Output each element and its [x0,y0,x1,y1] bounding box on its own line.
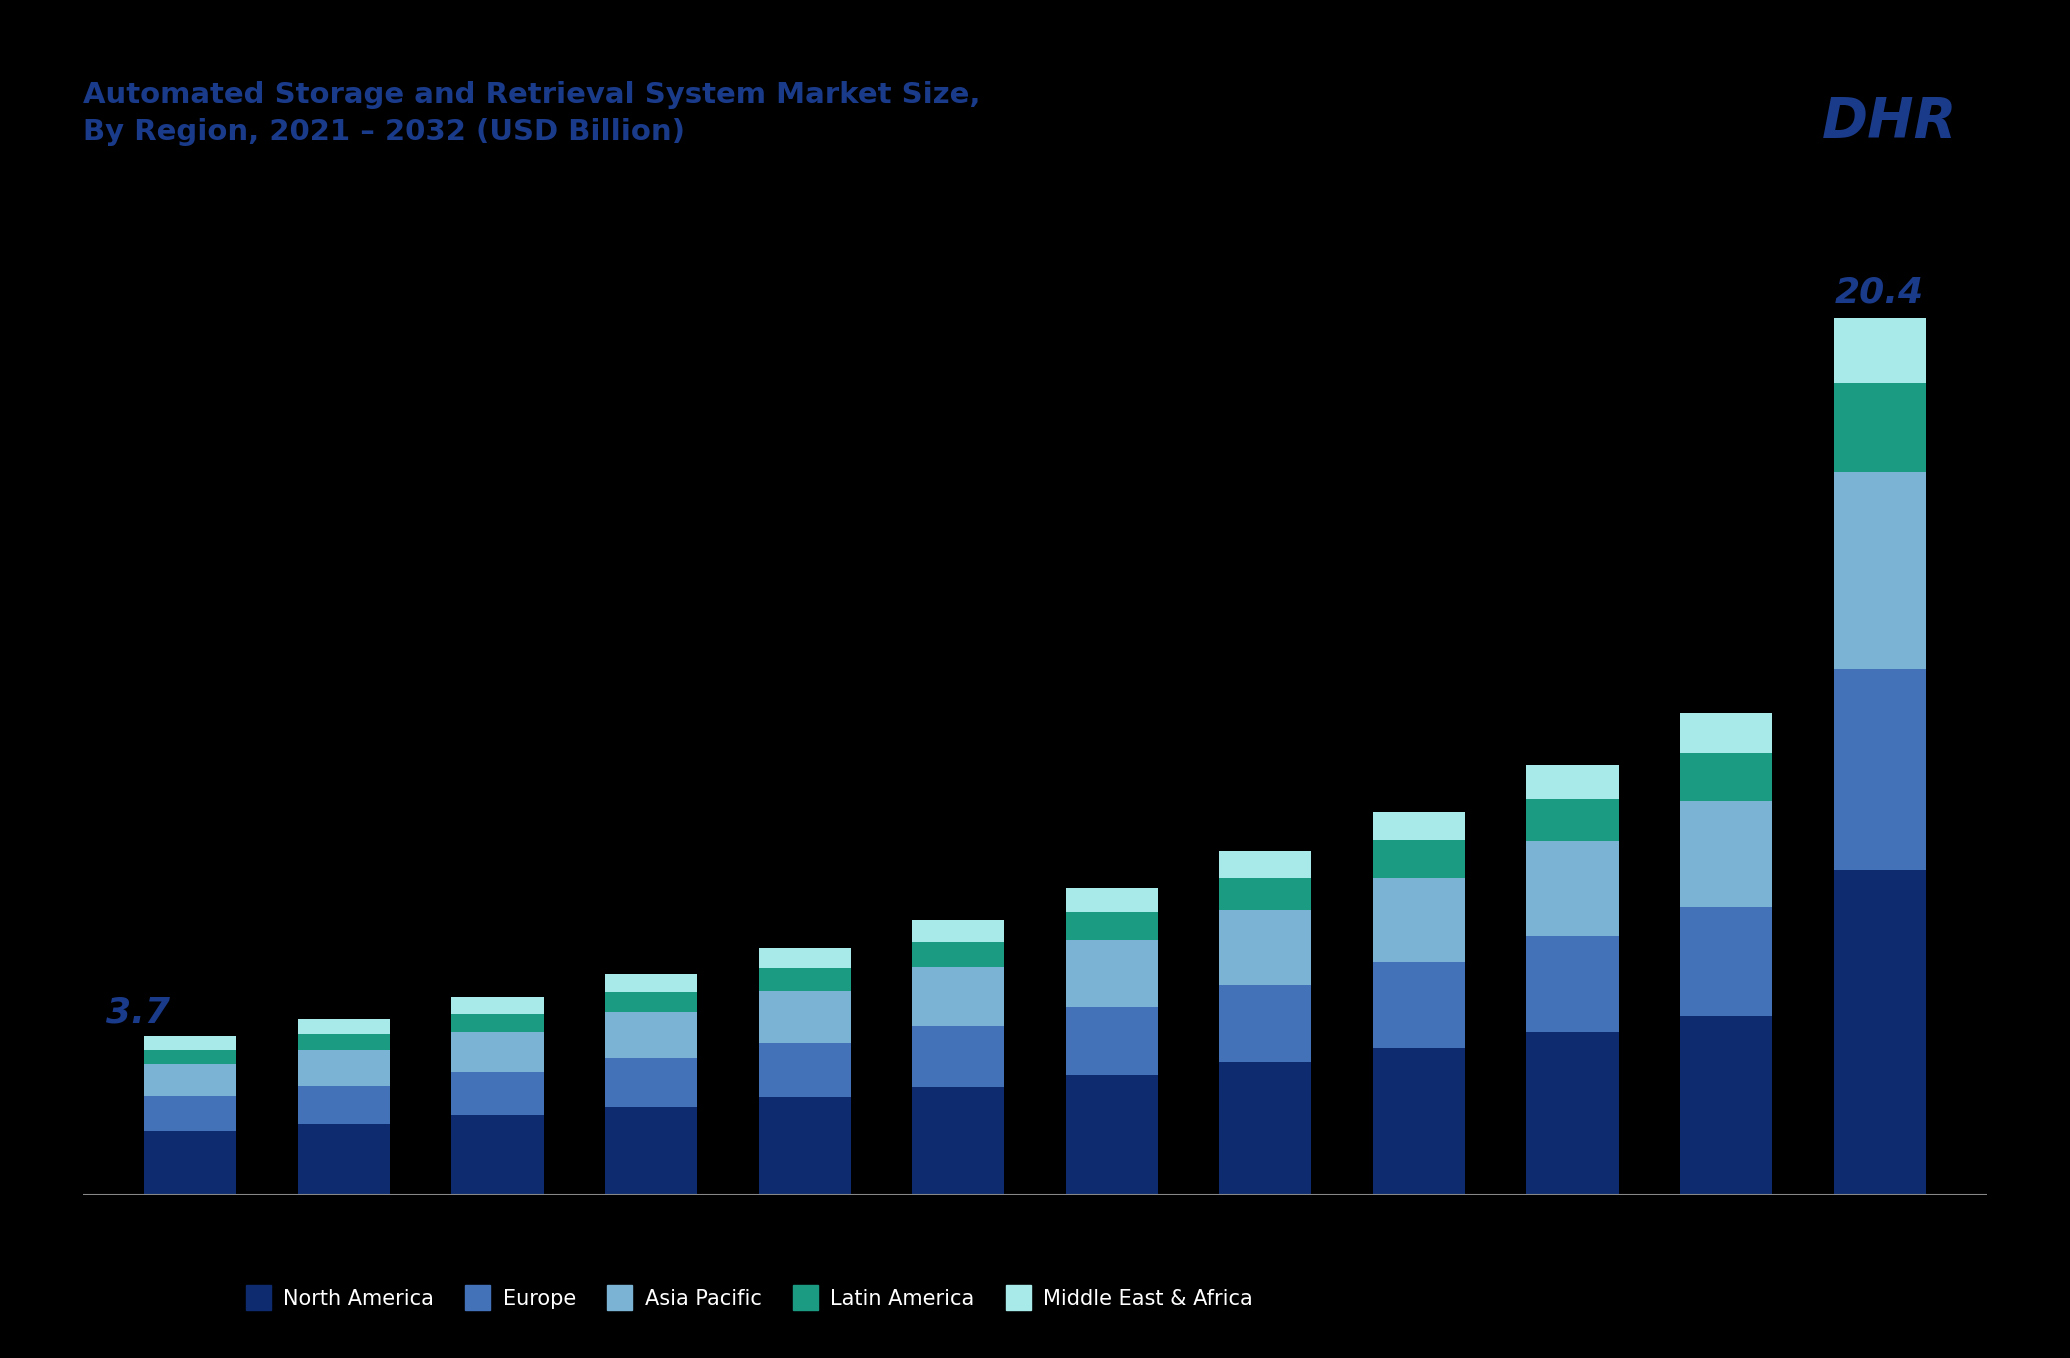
Bar [1834,473,1925,668]
Bar [1372,961,1466,1048]
Bar [758,991,851,1043]
Bar [145,1063,236,1096]
Bar [1372,841,1466,877]
Bar [913,967,1004,1027]
Bar [451,1115,544,1195]
Bar [1219,877,1312,910]
Bar [451,1073,544,1115]
Bar [1372,1048,1466,1195]
Bar [451,1014,544,1032]
Legend: North America, Europe, Asia Pacific, Latin America, Middle East & Africa: North America, Europe, Asia Pacific, Lat… [238,1277,1261,1319]
Text: 20.4: 20.4 [1836,276,1925,310]
Bar [913,1027,1004,1086]
Text: Automated Storage and Retrieval System Market Size,
By Region, 2021 – 2032 (USD : Automated Storage and Retrieval System M… [83,81,981,147]
Bar [758,1043,851,1097]
Bar [298,1124,389,1195]
Bar [758,1097,851,1195]
Bar [1526,1032,1619,1195]
Bar [913,941,1004,967]
Bar [1681,754,1772,801]
Bar [1219,851,1312,877]
Bar [604,1107,698,1195]
Bar [1681,713,1772,754]
Bar [1219,910,1312,985]
Bar [1834,318,1925,383]
Bar [1526,799,1619,841]
Bar [298,1086,389,1124]
Bar [298,1018,389,1035]
Text: 3.7: 3.7 [106,995,170,1029]
Bar [1526,841,1619,936]
Bar [1526,765,1619,799]
Bar [1681,907,1772,1016]
Bar [451,997,544,1014]
Bar [1834,383,1925,473]
Bar [1066,1074,1157,1195]
Bar [1066,941,1157,1006]
Bar [913,919,1004,941]
Bar [604,1012,698,1058]
Bar [758,968,851,991]
Bar [758,948,851,968]
Bar [604,1058,698,1107]
Bar [451,1032,544,1073]
Bar [1834,668,1925,869]
Bar [1066,1006,1157,1074]
Bar [604,993,698,1012]
Bar [1219,1062,1312,1195]
Bar [298,1035,389,1050]
Bar [145,1096,236,1130]
Text: DHR: DHR [1822,95,1956,149]
Bar [1372,877,1466,961]
Bar [1219,985,1312,1062]
Bar [145,1036,236,1050]
Bar [1526,936,1619,1032]
Bar [604,974,698,993]
Bar [298,1050,389,1086]
Bar [1681,801,1772,907]
Bar [145,1130,236,1195]
Bar [1066,888,1157,911]
Bar [913,1086,1004,1195]
Bar [1681,1016,1772,1195]
Bar [1372,812,1466,841]
Bar [1834,869,1925,1195]
Bar [1066,911,1157,941]
Bar [145,1050,236,1063]
